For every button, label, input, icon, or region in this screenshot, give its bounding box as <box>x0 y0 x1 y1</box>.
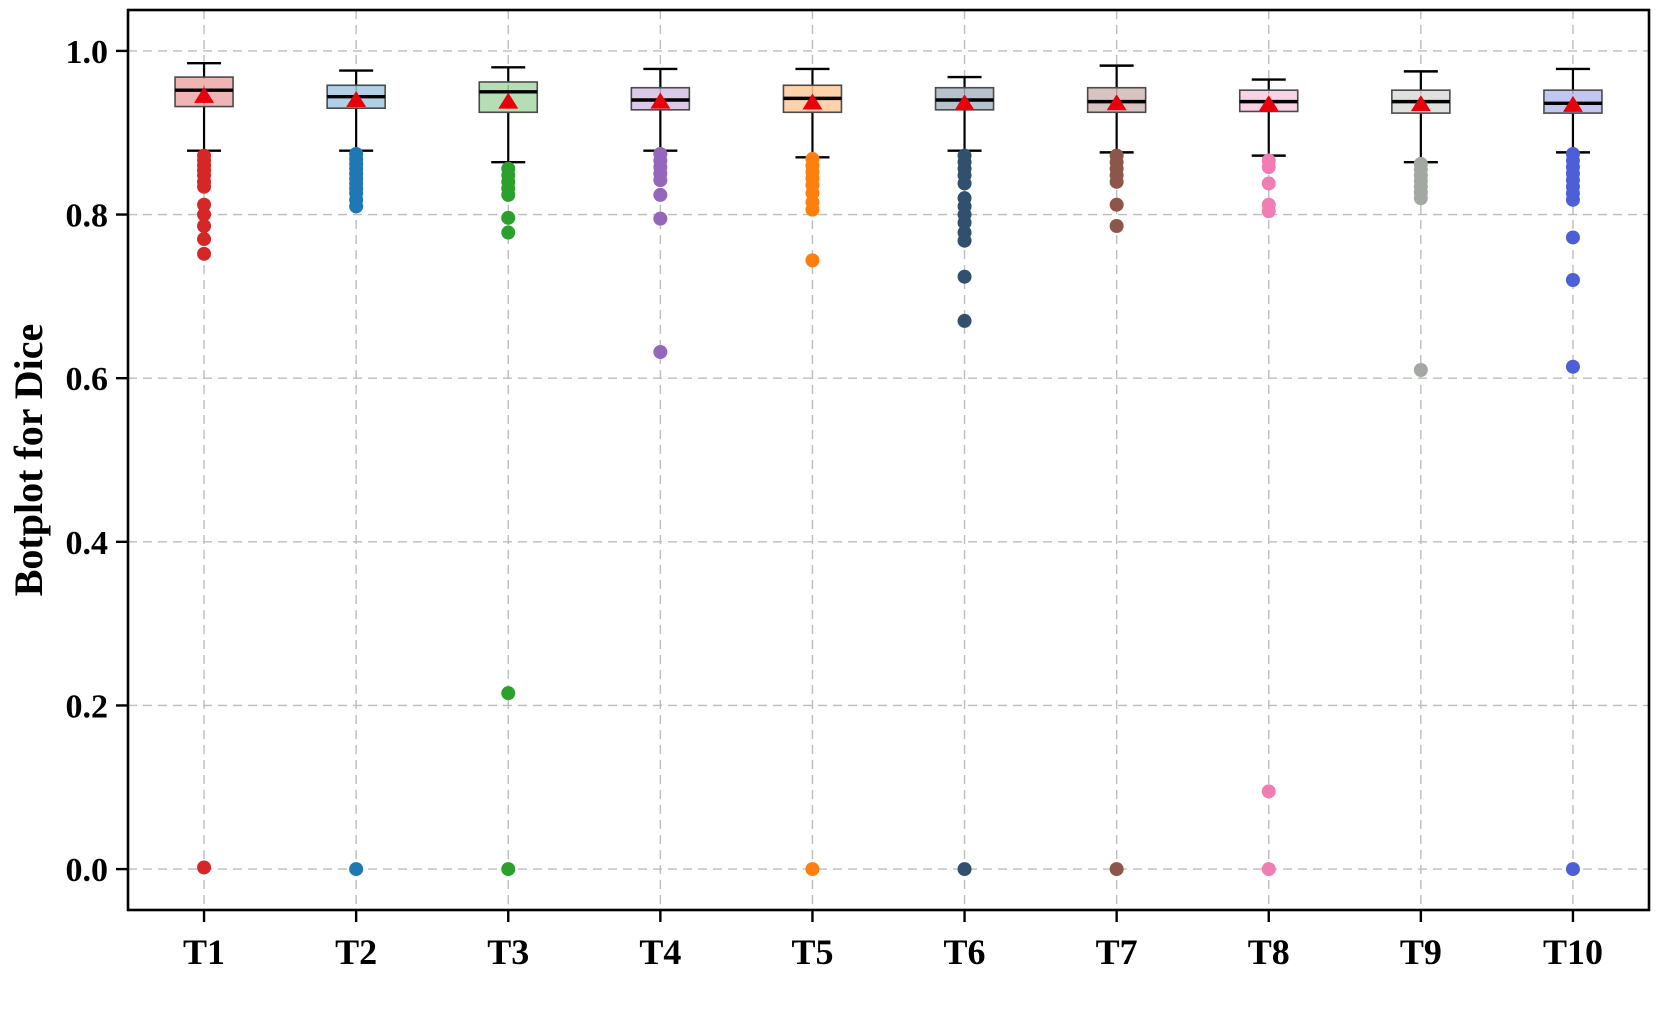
outlier-point <box>1109 197 1124 212</box>
boxplot-T6 <box>934 75 995 877</box>
mean-marker <box>1106 94 1127 111</box>
y-tick-label: 0.8 <box>66 198 109 235</box>
boxplot-T8 <box>1238 78 1299 877</box>
outlier-point <box>1565 230 1580 245</box>
outlier-point <box>197 179 212 194</box>
outlier-point <box>957 313 972 328</box>
outlier-point <box>653 187 668 202</box>
outlier-point <box>197 246 212 261</box>
boxplot-T4 <box>630 67 691 359</box>
mean-marker <box>194 86 215 103</box>
outlier-point <box>653 211 668 226</box>
x-tick-label: T9 <box>1400 932 1442 972</box>
x-tick-label: T8 <box>1248 932 1290 972</box>
outlier-point <box>1109 174 1124 189</box>
x-tick-label: T2 <box>335 932 377 972</box>
y-tick-label: 0.2 <box>66 688 109 725</box>
boxplot-T10 <box>1543 67 1603 877</box>
outlier-point <box>805 253 820 268</box>
outlier-point <box>501 187 516 202</box>
outlier-point <box>197 197 212 212</box>
outlier-point <box>197 219 212 233</box>
boxplot-T3 <box>478 66 539 877</box>
mean-marker <box>1562 95 1583 112</box>
outlier-point <box>1565 862 1580 877</box>
outlier-point <box>501 686 516 701</box>
x-tick-label: T10 <box>1543 932 1603 972</box>
outlier-point <box>1413 363 1428 377</box>
outlier-point <box>805 202 820 217</box>
outlier-point <box>957 233 972 248</box>
x-tick-label: T1 <box>183 932 225 972</box>
outlier-point <box>653 173 668 188</box>
x-tick-label: T7 <box>1096 932 1138 972</box>
outlier-point <box>1109 862 1124 877</box>
y-axis-label: Botplot for Dice <box>6 324 51 597</box>
x-tick-label: T4 <box>639 932 681 972</box>
plot-border <box>126 8 1651 912</box>
boxplot-T1 <box>174 61 234 875</box>
mean-marker <box>346 91 367 107</box>
mean-marker <box>1410 95 1431 112</box>
outlier-point <box>501 210 516 225</box>
boxplot-T7 <box>1086 64 1147 877</box>
outlier-point <box>1565 359 1580 374</box>
y-tick-label: 0.6 <box>66 361 109 398</box>
mean-marker <box>650 92 671 109</box>
outlier-point <box>1565 273 1580 287</box>
outlier-point <box>957 269 972 284</box>
y-tick-label: 0.0 <box>66 852 109 889</box>
outlier-point <box>653 345 668 359</box>
outlier-point <box>1261 204 1276 219</box>
outlier-point <box>1261 784 1276 799</box>
y-tick-label: 0.4 <box>66 525 109 562</box>
outlier-point <box>501 225 516 240</box>
boxplot-T5 <box>782 67 843 877</box>
outlier-point <box>197 232 212 247</box>
outlier-point <box>197 860 212 875</box>
outlier-point <box>1261 862 1276 877</box>
outlier-point <box>501 862 516 877</box>
outlier-point <box>1413 191 1428 206</box>
outlier-point <box>197 207 212 222</box>
mean-marker <box>954 94 975 111</box>
x-tick-label: T6 <box>944 932 986 972</box>
x-tick-label: T5 <box>791 932 833 972</box>
outlier-point <box>957 215 972 230</box>
outlier-point <box>1261 176 1276 191</box>
outlier-point <box>1261 160 1276 175</box>
outlier-point <box>1565 192 1580 207</box>
outlier-point <box>805 862 820 877</box>
mean-marker <box>498 92 519 109</box>
boxplot-T2 <box>326 69 386 877</box>
outlier-point <box>957 862 972 877</box>
x-tick-label: T3 <box>487 932 529 972</box>
mean-marker <box>1258 95 1279 112</box>
y-tick-label: 1.0 <box>66 34 109 71</box>
outlier-point <box>1109 219 1124 233</box>
outlier-point <box>349 862 364 877</box>
axes: 0.0 0.2 0.4 0.6 0.8 1.0 T1 T2 T3 T4 T5 T6 T7 T8 T9 T10 B… <box>6 34 1603 972</box>
mean-marker <box>802 93 823 110</box>
outlier-point <box>957 176 972 191</box>
boxplot-T9 <box>1391 70 1451 377</box>
outlier-point <box>349 199 364 214</box>
